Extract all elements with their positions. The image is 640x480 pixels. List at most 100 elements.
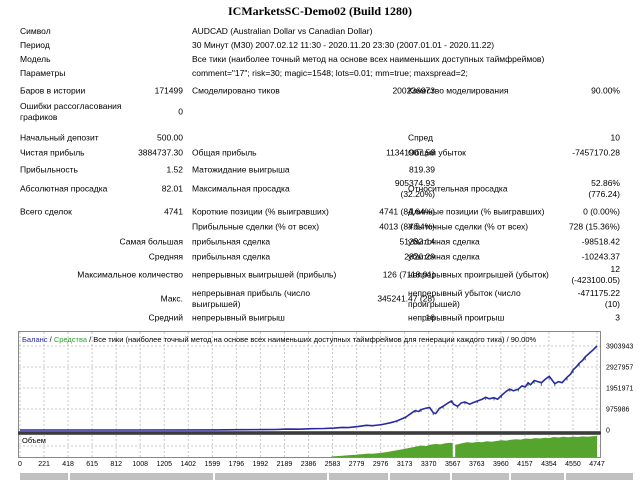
x-axis-label: 1402 [181, 461, 197, 468]
trades-header-cell [70, 473, 213, 480]
stat-value: 4013 (84.64%) [379, 221, 435, 231]
stat-label: непрерывный проигрыш [408, 312, 505, 323]
stat-value: 52.86% (776.24) [588, 178, 620, 199]
x-axis-label: 1796 [229, 461, 245, 468]
stats-row: Ошибки рассогласования графиков 0 [20, 98, 620, 126]
stat-label: Всего сделок [20, 206, 72, 217]
stat-value: 728 (15.36%) [568, 221, 620, 231]
stats-section: Всего сделок 4741 Короткие позиции (% выиг… [20, 205, 620, 325]
x-axis-label: 2779 [349, 461, 365, 468]
stat-label: Максимальное количество [77, 269, 183, 280]
stats-row: Абсолютная просадка 82.01 Максимальная про… [20, 178, 620, 200]
stats-row: Чистая прибыль 3884737.30 Общая прибыль 113… [20, 145, 620, 161]
stat-value: 500.00 [157, 132, 183, 143]
info-row: Период 30 Минут (M30) 2007.02.12 11:30 - … [20, 39, 620, 53]
stat-value: 2826.29 [404, 251, 435, 261]
stats-row: Макс. непрерывная прибыль (число выигрыше… [20, 286, 620, 311]
trades-header-cell [566, 473, 633, 480]
info-label: Символ [20, 26, 51, 36]
y-axis-label: 0 [606, 428, 610, 435]
x-axis-label: 1992 [253, 461, 269, 468]
x-axis-label: 1008 [132, 461, 148, 468]
x-axis-label: 4354 [541, 461, 557, 468]
report-title: ICMarketsSC-Demo02 (Build 1280) [228, 4, 412, 18]
stat-value: 0 [178, 106, 183, 117]
y-axis-label: 975986 [606, 407, 629, 414]
stat-value: 1.52 [166, 164, 183, 174]
stat-label: Средняя [148, 251, 183, 261]
stat-label: Баров в истории [20, 85, 86, 96]
stat-label: Абсолютная просадка [20, 183, 108, 194]
x-axis-label: 3567 [445, 461, 461, 468]
info-value: AUDCAD (Australian Dollar vs Canadian Do… [192, 26, 373, 36]
stat-label: Смоделировано тиков [192, 85, 280, 96]
x-axis-label: 3173 [397, 461, 413, 468]
stat-value: 3884737.30 [138, 147, 183, 158]
trades-header-cell [452, 473, 509, 480]
info-value: comment="17"; risk=30; magic=1548; lots=… [192, 68, 468, 78]
stat-value: -10243.37 [581, 251, 620, 261]
trades-table-header-strip [20, 473, 633, 480]
trades-header-cell [20, 473, 68, 480]
stat-value: 819.39 [409, 164, 435, 174]
stat-value: 0 (0.00%) [583, 206, 620, 217]
trades-header-cell [390, 473, 450, 480]
balance-chart-svg: Баланс / Средства / Все тики (наиболее т… [18, 331, 633, 468]
stat-label: прибыльная сделка [192, 236, 271, 246]
x-axis-label: 812 [110, 461, 122, 468]
panel-separator [18, 431, 601, 435]
stat-value: 12 (-423100.05) [571, 264, 620, 285]
stat-value: 10 [610, 132, 620, 143]
stat-label: непрерывный выигрыш [192, 312, 285, 323]
volume-area [331, 442, 453, 457]
x-axis-label: 2386 [301, 461, 317, 468]
trades-header-cell [511, 473, 564, 480]
x-axis-label: 418 [62, 461, 74, 468]
x-axis-label: 1599 [205, 461, 221, 468]
stat-label: непрерывных проигрышей (убыток) [408, 269, 549, 280]
stat-label: непрерывный убыток (число проигрышей) [408, 287, 521, 309]
stat-value: -7457170.28 [572, 147, 620, 158]
report-stats-table: Баров в истории 171499 Смоделировано тиков… [20, 84, 620, 330]
stat-value: 4741 [164, 206, 183, 217]
volume-label: Объем [22, 436, 46, 445]
stat-value: -98518.42 [581, 236, 620, 246]
stat-label: Матожидание выигрыша [192, 164, 290, 174]
y-axis-label: 3903943 [606, 344, 633, 351]
x-axis-label: 0 [18, 461, 22, 468]
trades-header-cell [215, 473, 327, 480]
balance-chart: Баланс / Средства / Все тики (наиболее т… [18, 331, 640, 472]
x-axis-label: 3960 [493, 461, 509, 468]
stat-label: Начальный депозит [20, 132, 99, 143]
stat-value: 345241.47 (28) [377, 293, 435, 303]
stat-label: Средний [148, 312, 183, 323]
stats-row: Самая большая прибыльная сделка 51283.14 уб… [20, 234, 620, 249]
x-axis-label: 2189 [277, 461, 293, 468]
stat-label: Макс. [160, 293, 183, 303]
x-axis-label: 4747 [589, 461, 605, 468]
stat-value: 82.01 [161, 183, 183, 194]
stat-value: 11341907.58 [385, 147, 435, 158]
stat-label: Чистая прибыль [20, 147, 85, 158]
stats-row: Баров в истории 171499 Смоделировано тиков… [20, 84, 620, 98]
trades-header-cell [329, 473, 388, 480]
stat-label: Короткие позиции (% выигравших) [192, 206, 329, 217]
stats-section: Начальный депозит 500.00 Спред 10 Чистая при… [20, 131, 620, 200]
stats-row: Максимальное количество непрерывных выигр… [20, 264, 620, 286]
stat-value: 126 (7118.91) [382, 269, 435, 280]
stat-label: Ошибки рассогласования графиков [20, 101, 122, 122]
info-label: Модель [20, 54, 51, 64]
x-axis-label: 615 [86, 461, 98, 468]
stat-label: Убыточные сделки (% от всех) [408, 221, 529, 231]
stat-value: 51283.14 [399, 236, 435, 246]
x-axis-label: 221 [38, 461, 50, 468]
info-row: Модель Все тики (наиболее точный метод на… [20, 53, 620, 67]
stat-label: убыточная сделка [408, 236, 480, 246]
x-axis-label: 2583 [325, 461, 341, 468]
info-row: Символ AUDCAD (Australian Dollar vs Canad… [20, 25, 620, 39]
y-axis-label: 1951971 [606, 386, 633, 393]
stats-row: Прибыльность 1.52 Матожидание выигрыша 819.… [20, 161, 620, 178]
y-axis-label: 2927957 [606, 365, 633, 372]
x-axis-label: 3370 [421, 461, 437, 468]
